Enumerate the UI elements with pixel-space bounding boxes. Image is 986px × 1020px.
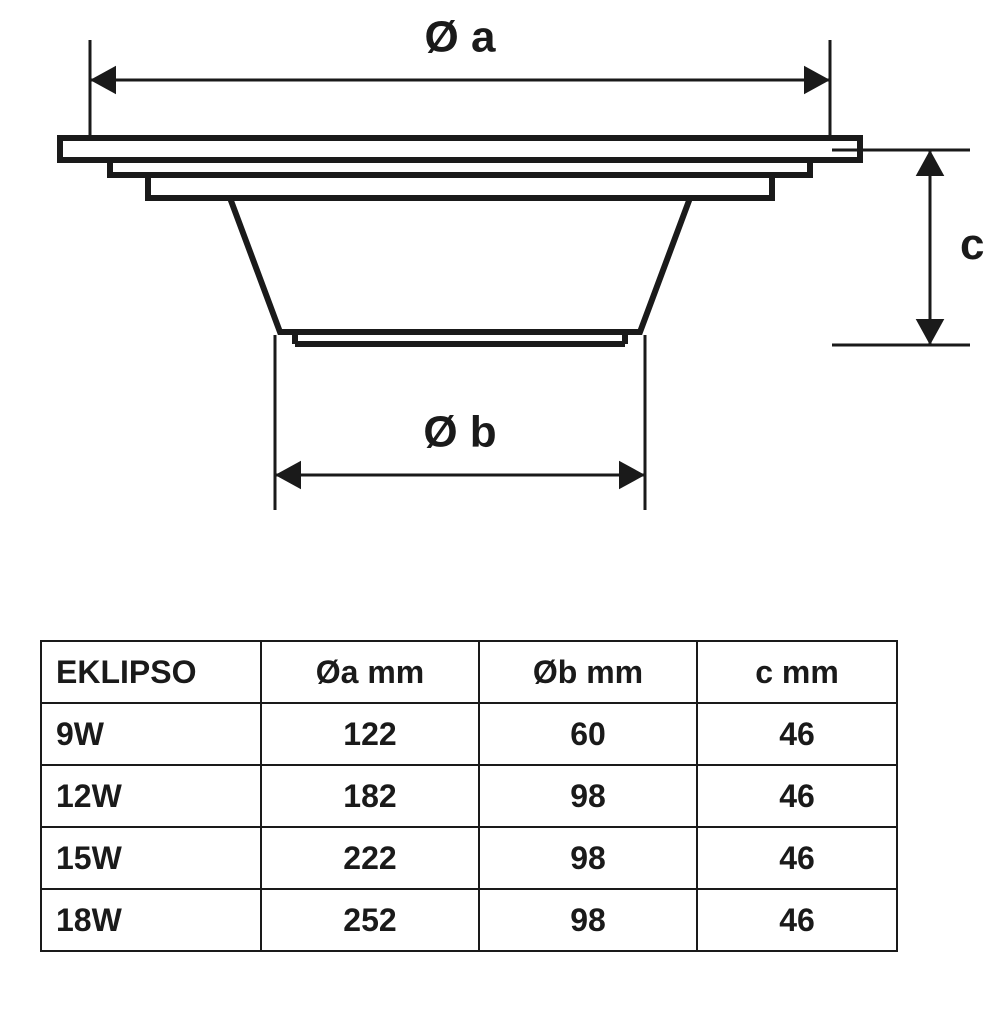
table-cell-value: 46 [697,889,897,951]
table-row: 12W1829846 [41,765,897,827]
table-cell-value: 46 [697,703,897,765]
table-cell-value: 46 [697,765,897,827]
table-cell-value: 46 [697,827,897,889]
table-cell-value: 98 [479,827,697,889]
table-row: 18W2529846 [41,889,897,951]
table-cell-value: 252 [261,889,479,951]
technical-drawing: Ø a c Ø b [0,0,986,600]
table-header: c mm [697,641,897,703]
table-cell-value: 98 [479,765,697,827]
table-cell-model: 12W [41,765,261,827]
table-cell-model: 18W [41,889,261,951]
dim-label-b: Ø b [423,408,496,457]
table-header: Øa mm [261,641,479,703]
table-row: 9W1226046 [41,703,897,765]
dimensions-table: EKLIPSOØa mmØb mmc mm9W122604612W1829846… [40,640,898,952]
table-cell-value: 98 [479,889,697,951]
table-cell-model: 9W [41,703,261,765]
dim-label-c: c [960,220,984,269]
table-cell-value: 122 [261,703,479,765]
table-header: Øb mm [479,641,697,703]
table-cell-model: 15W [41,827,261,889]
table-cell-value: 182 [261,765,479,827]
table-header: EKLIPSO [41,641,261,703]
table-cell-value: 222 [261,827,479,889]
table-cell-value: 60 [479,703,697,765]
table-row: 15W2229846 [41,827,897,889]
dim-label-a: Ø a [425,13,496,62]
